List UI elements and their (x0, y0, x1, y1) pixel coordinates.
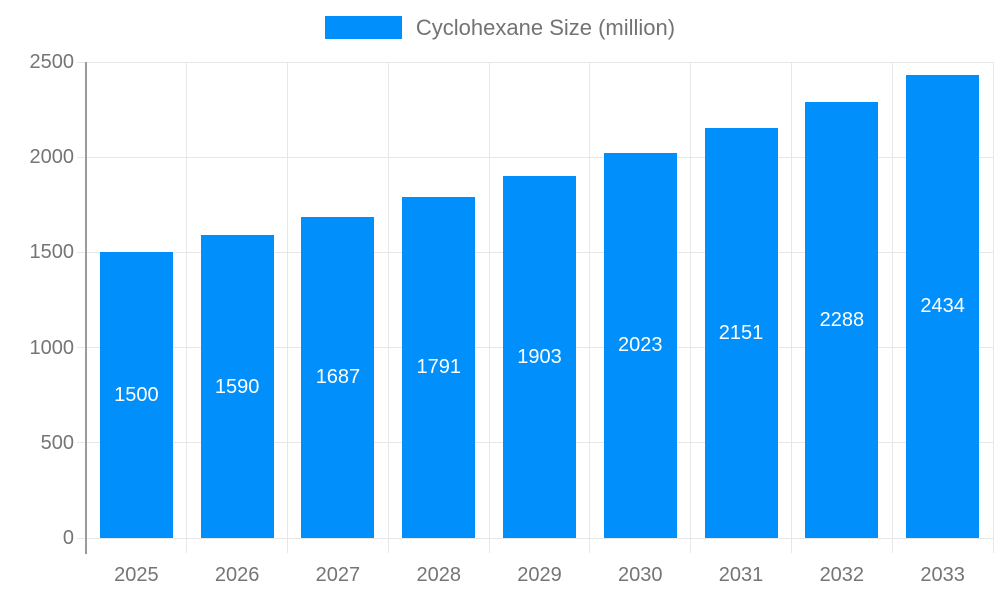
bar[interactable]: 2434 (906, 74, 980, 538)
y-tick-mark (77, 251, 86, 253)
x-axis-tick-label: 2029 (517, 564, 562, 586)
x-axis-tick-label: 2028 (416, 564, 461, 586)
v-gridline (488, 62, 490, 538)
bar[interactable]: 1903 (503, 175, 576, 538)
x-tick-mark (690, 538, 692, 553)
bar-value-label: 2023 (618, 334, 663, 357)
x-tick-mark (287, 538, 289, 553)
y-axis-tick-label: 2500 (29, 51, 75, 73)
y-axis-tick-label: 500 (40, 431, 74, 454)
v-gridline (690, 62, 692, 538)
bar-value-label: 2288 (819, 309, 865, 332)
bar[interactable]: 2288 (805, 102, 879, 538)
y-axis-tick-label: 1500 (29, 241, 75, 264)
y-tick-mark (77, 156, 86, 158)
y-tick-mark (77, 347, 86, 349)
x-axis-tick-label: 2025 (114, 564, 159, 586)
x-tick-mark (589, 538, 591, 553)
x-tick-mark (186, 538, 188, 553)
v-gridline (387, 62, 389, 538)
v-gridline (891, 62, 893, 538)
y-axis-tick-label: 1000 (29, 336, 75, 359)
v-gridline (287, 62, 289, 538)
y-tick-mark (77, 537, 86, 539)
bar[interactable]: 1500 (99, 252, 173, 538)
y-axis-line (85, 62, 87, 554)
v-gridline (186, 62, 188, 538)
bar[interactable]: 1791 (402, 196, 476, 538)
legend-label: Cyclohexane Size (million) (415, 14, 676, 40)
h-gridline (86, 537, 993, 539)
bar[interactable]: 2023 (603, 152, 677, 538)
bar-value-label: 1791 (416, 356, 461, 379)
x-axis-tick-label: 2026 (214, 564, 260, 586)
x-tick-mark (891, 538, 893, 553)
bar-value-label: 1903 (517, 345, 562, 368)
bar[interactable]: 1590 (200, 235, 274, 538)
x-tick-mark (387, 538, 389, 553)
legend-item[interactable]: Cyclohexane Size (million) (324, 14, 676, 40)
bar-value-label: 1590 (214, 375, 260, 398)
x-tick-mark (790, 538, 792, 553)
bar-value-label: 1500 (114, 384, 159, 407)
x-tick-mark (488, 538, 490, 553)
v-gridline (790, 62, 792, 538)
x-axis-tick-label: 2032 (819, 564, 865, 586)
bar-value-label: 1687 (315, 366, 361, 389)
y-tick-mark (77, 61, 86, 63)
bar[interactable]: 1687 (301, 216, 375, 538)
x-tick-mark (992, 538, 994, 553)
bar[interactable]: 2151 (704, 128, 778, 538)
legend-swatch-icon (324, 16, 402, 39)
h-gridline (86, 156, 993, 158)
y-tick-mark (77, 442, 86, 444)
x-axis-tick-label: 2027 (315, 564, 361, 586)
h-gridline (86, 61, 993, 63)
x-axis-tick-label: 2033 (920, 564, 965, 586)
y-axis-tick-label: 0 (62, 527, 74, 549)
legend: Cyclohexane Size (million) (0, 16, 1000, 39)
y-axis-tick-label: 2000 (29, 146, 75, 169)
v-gridline (589, 62, 591, 538)
v-gridline (992, 62, 994, 538)
x-axis-tick-label: 2031 (718, 564, 764, 586)
bar-value-label: 2151 (718, 322, 764, 345)
x-axis-tick-label: 2030 (618, 564, 663, 586)
bar-value-label: 2434 (920, 295, 965, 318)
